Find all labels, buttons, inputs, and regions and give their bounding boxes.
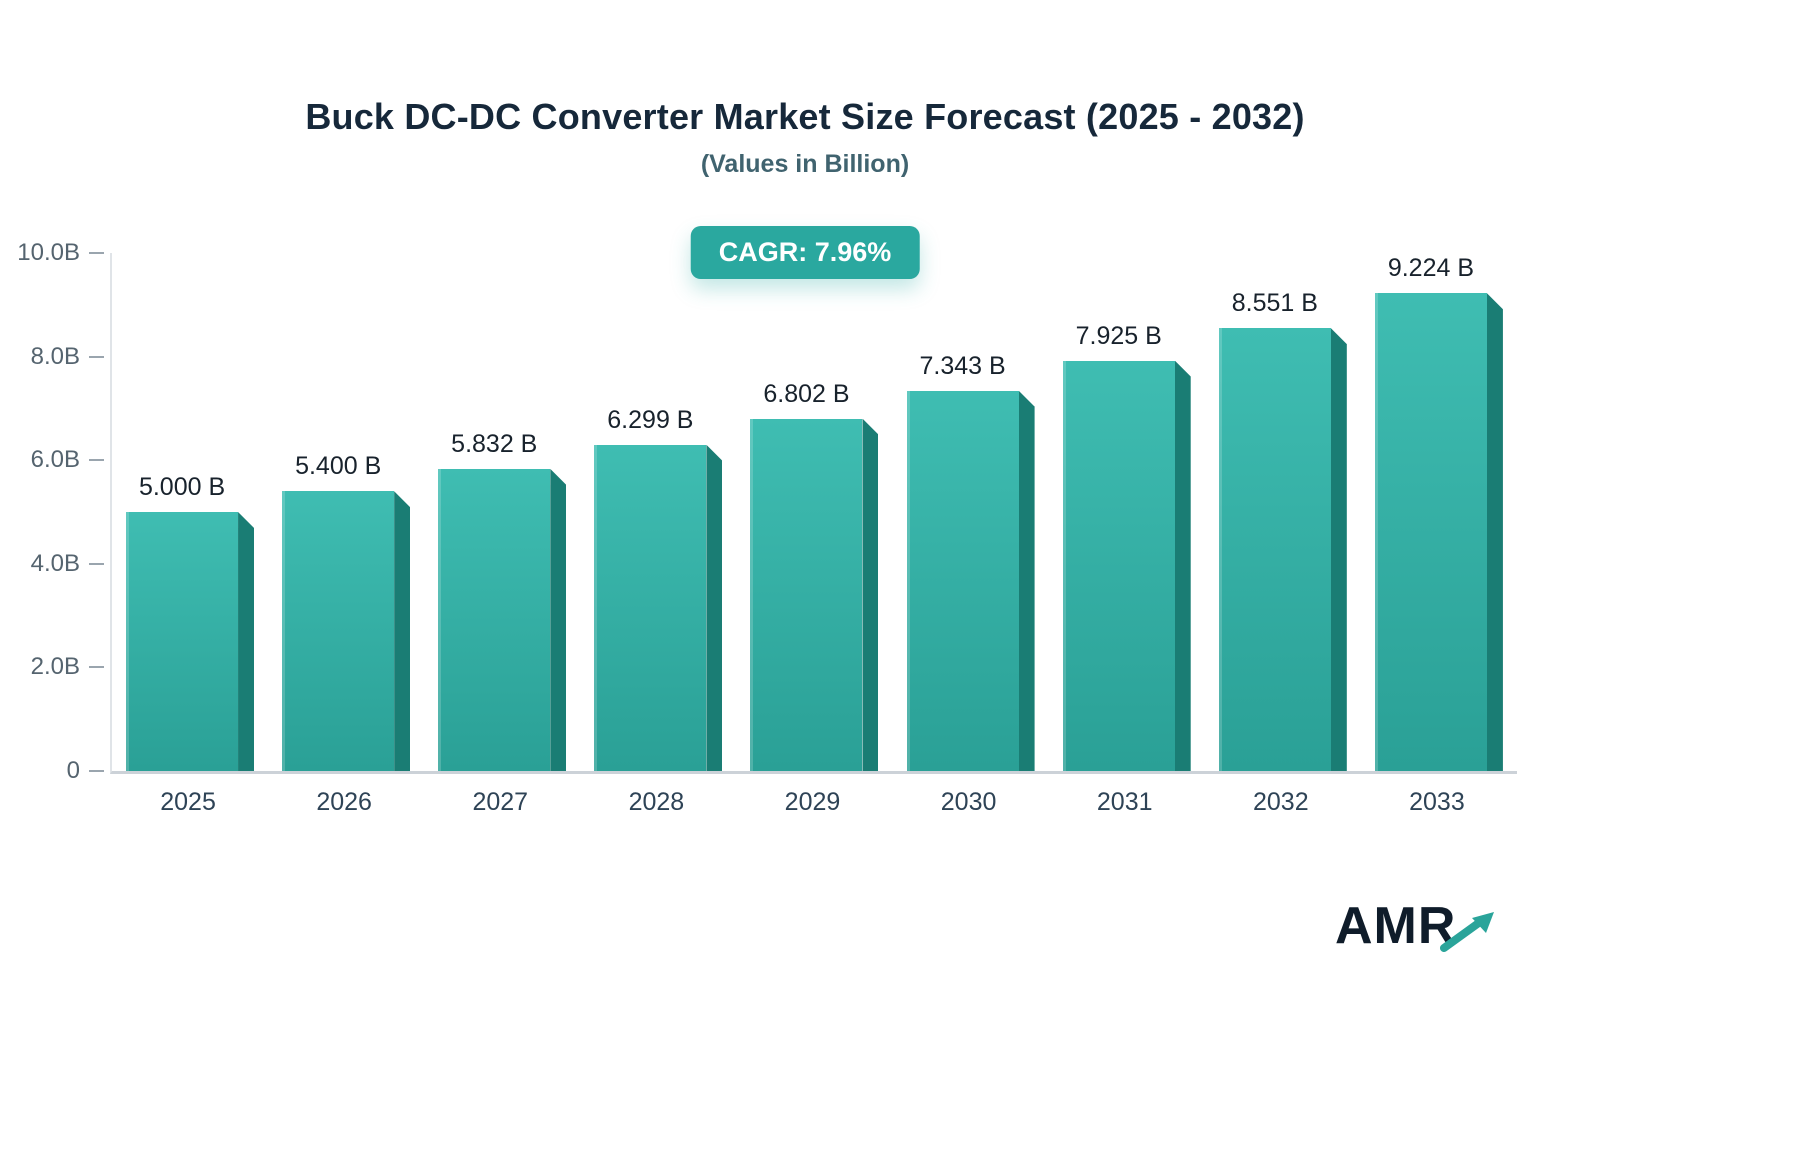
bar	[906, 390, 1035, 771]
bar	[750, 418, 879, 771]
arrow-head	[1472, 912, 1495, 933]
y-tick-mark	[89, 459, 104, 462]
x-tick-label: 2025	[160, 788, 216, 816]
bar	[1218, 328, 1347, 771]
bar-side-3d	[1174, 360, 1191, 771]
bar-face	[126, 512, 239, 771]
bar-value-label: 9.224 B	[1387, 254, 1475, 283]
bar-face	[1218, 328, 1331, 771]
x-tick-label: 2031	[1096, 788, 1153, 816]
bar-slot: 5.832 B	[424, 253, 580, 771]
bar-side-3d	[394, 491, 411, 771]
bar-side-3d	[862, 418, 879, 771]
bar	[438, 468, 567, 771]
y-tick: 2.0B	[31, 653, 104, 681]
amr-logo: AMR	[1335, 896, 1498, 956]
chart-title: Buck DC-DC Converter Market Size Forecas…	[305, 96, 1305, 137]
y-tick: 6.0B	[31, 446, 104, 474]
bar	[126, 512, 255, 771]
bar-face	[1374, 293, 1487, 771]
y-tick-mark	[89, 252, 104, 254]
bar-face	[438, 468, 551, 771]
y-tick: 10.0B	[17, 239, 104, 267]
bar-value-label: 5.400 B	[295, 452, 382, 481]
x-tick-label: 2026	[316, 788, 372, 816]
y-tick-label: 2.0B	[30, 653, 80, 681]
bar-slot: 7.343 B	[893, 253, 1049, 771]
bar-slot: 6.299 B	[580, 253, 736, 771]
bar-slot: 7.925 B	[1049, 253, 1205, 771]
bar-slot: 5.000 B	[112, 253, 268, 771]
x-tick-label: 2028	[628, 788, 685, 816]
bar-side-3d	[706, 444, 723, 771]
bar-value-label: 5.000 B	[138, 473, 226, 501]
bar-face	[594, 444, 707, 771]
chart-subtitle: (Values in Billion)	[700, 150, 910, 178]
amr-logo-text: AMR	[1335, 897, 1457, 955]
bar-slot: 9.224 B	[1361, 253, 1517, 771]
arrow-shaft	[1440, 918, 1485, 952]
x-tick-label: 2033	[1409, 788, 1465, 816]
bar-face	[1062, 360, 1175, 771]
x-tick-label: 2030	[940, 788, 997, 816]
y-tick-mark	[89, 666, 104, 669]
cagr-badge: CAGR: 7.96%	[690, 226, 920, 279]
bar-value-label: 8.551 B	[1231, 289, 1318, 318]
bar-face	[282, 491, 395, 771]
plot-area: 5.000 B 5.400 B 5.832 B 6.299 B 6.802 B 7.343…	[110, 253, 1517, 774]
bar	[1062, 360, 1191, 771]
bar	[594, 444, 723, 771]
y-tick: 4.0B	[31, 550, 104, 578]
y-tick-mark	[89, 770, 104, 772]
bar-value-label: 7.343 B	[919, 351, 1006, 380]
amr-arrow-icon	[1440, 912, 1495, 952]
bar-side-3d	[238, 512, 255, 771]
bar	[1374, 293, 1503, 771]
x-axis: 2025 2026 2027 2028 2029 2030 2031 2032 2033	[110, 788, 1515, 817]
y-tick-label: 10.0B	[17, 239, 80, 266]
bar-side-3d	[1018, 390, 1035, 771]
bars-row: 5.000 B 5.400 B 5.832 B 6.299 B 6.802 B 7.343…	[112, 253, 1517, 771]
y-tick-label: 0	[66, 757, 80, 784]
y-tick-label: 4.0B	[30, 549, 80, 577]
x-tick-label: 2027	[472, 788, 529, 816]
y-tick: 8.0B	[31, 343, 104, 371]
bar-value-label: 6.299 B	[607, 405, 694, 434]
y-axis: 0 2.0B 4.0B 6.0B 8.0B 10.0B	[0, 239, 104, 784]
y-tick: 0	[67, 757, 104, 785]
x-tick-label: 2029	[784, 788, 841, 816]
bar	[282, 491, 411, 771]
bar-slot: 5.400 B	[268, 253, 424, 771]
bar-value-label: 6.802 B	[763, 379, 850, 408]
bar-value-label: 5.832 B	[451, 429, 538, 458]
y-tick-mark	[89, 355, 104, 358]
y-tick-label: 6.0B	[30, 446, 80, 474]
bar-side-3d	[550, 468, 567, 771]
bar-slot: 8.551 B	[1205, 253, 1361, 771]
y-tick-label: 8.0B	[30, 342, 80, 370]
bar-side-3d	[1330, 328, 1347, 771]
bar-face	[750, 418, 863, 771]
bar-side-3d	[1486, 293, 1503, 771]
bar-value-label: 7.925 B	[1075, 321, 1162, 350]
y-tick-mark	[89, 562, 104, 565]
bar-slot: 6.802 B	[736, 253, 892, 771]
bar-face	[906, 390, 1019, 771]
x-tick-label: 2032	[1253, 788, 1309, 816]
